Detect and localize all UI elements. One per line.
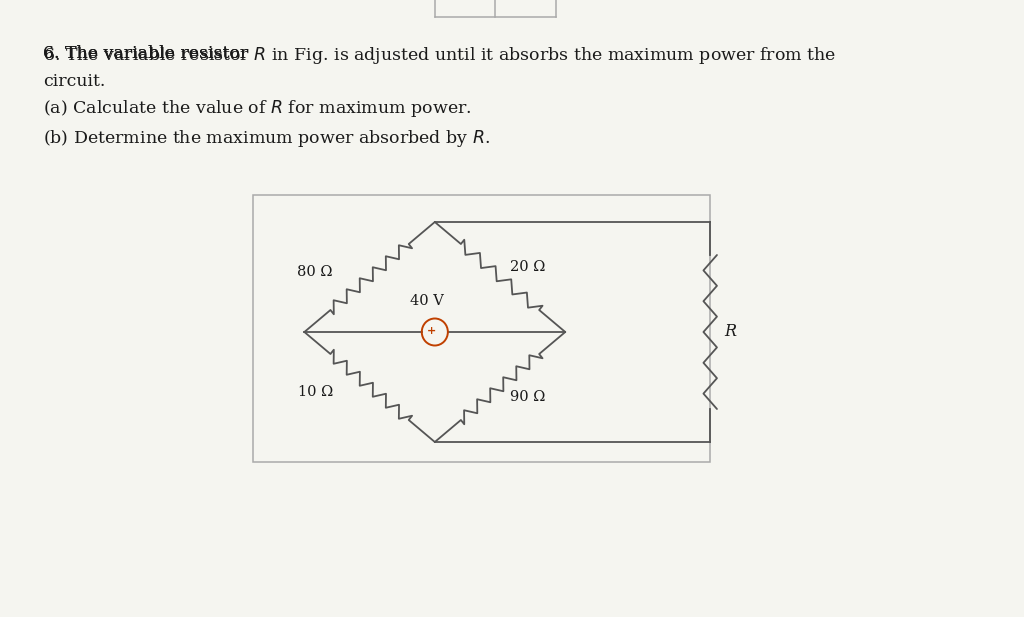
Text: 10 Ω: 10 Ω [298, 385, 333, 399]
Text: 20 Ω: 20 Ω [510, 260, 545, 274]
Text: 6. The variable resistor $R$ in Fig. is adjusted until it absorbs the maximum po: 6. The variable resistor $R$ in Fig. is … [43, 45, 837, 149]
Text: 80 Ω: 80 Ω [297, 265, 333, 279]
Text: R: R [725, 323, 736, 341]
Text: 6. The variable resistor: 6. The variable resistor [43, 45, 254, 62]
Bar [253, 195, 711, 462]
Text: 6. The variable resistor: 6. The variable resistor [43, 45, 254, 62]
Text: 90 Ω: 90 Ω [510, 390, 545, 404]
Text: +: + [427, 326, 436, 336]
Text: 40 V: 40 V [411, 294, 444, 308]
